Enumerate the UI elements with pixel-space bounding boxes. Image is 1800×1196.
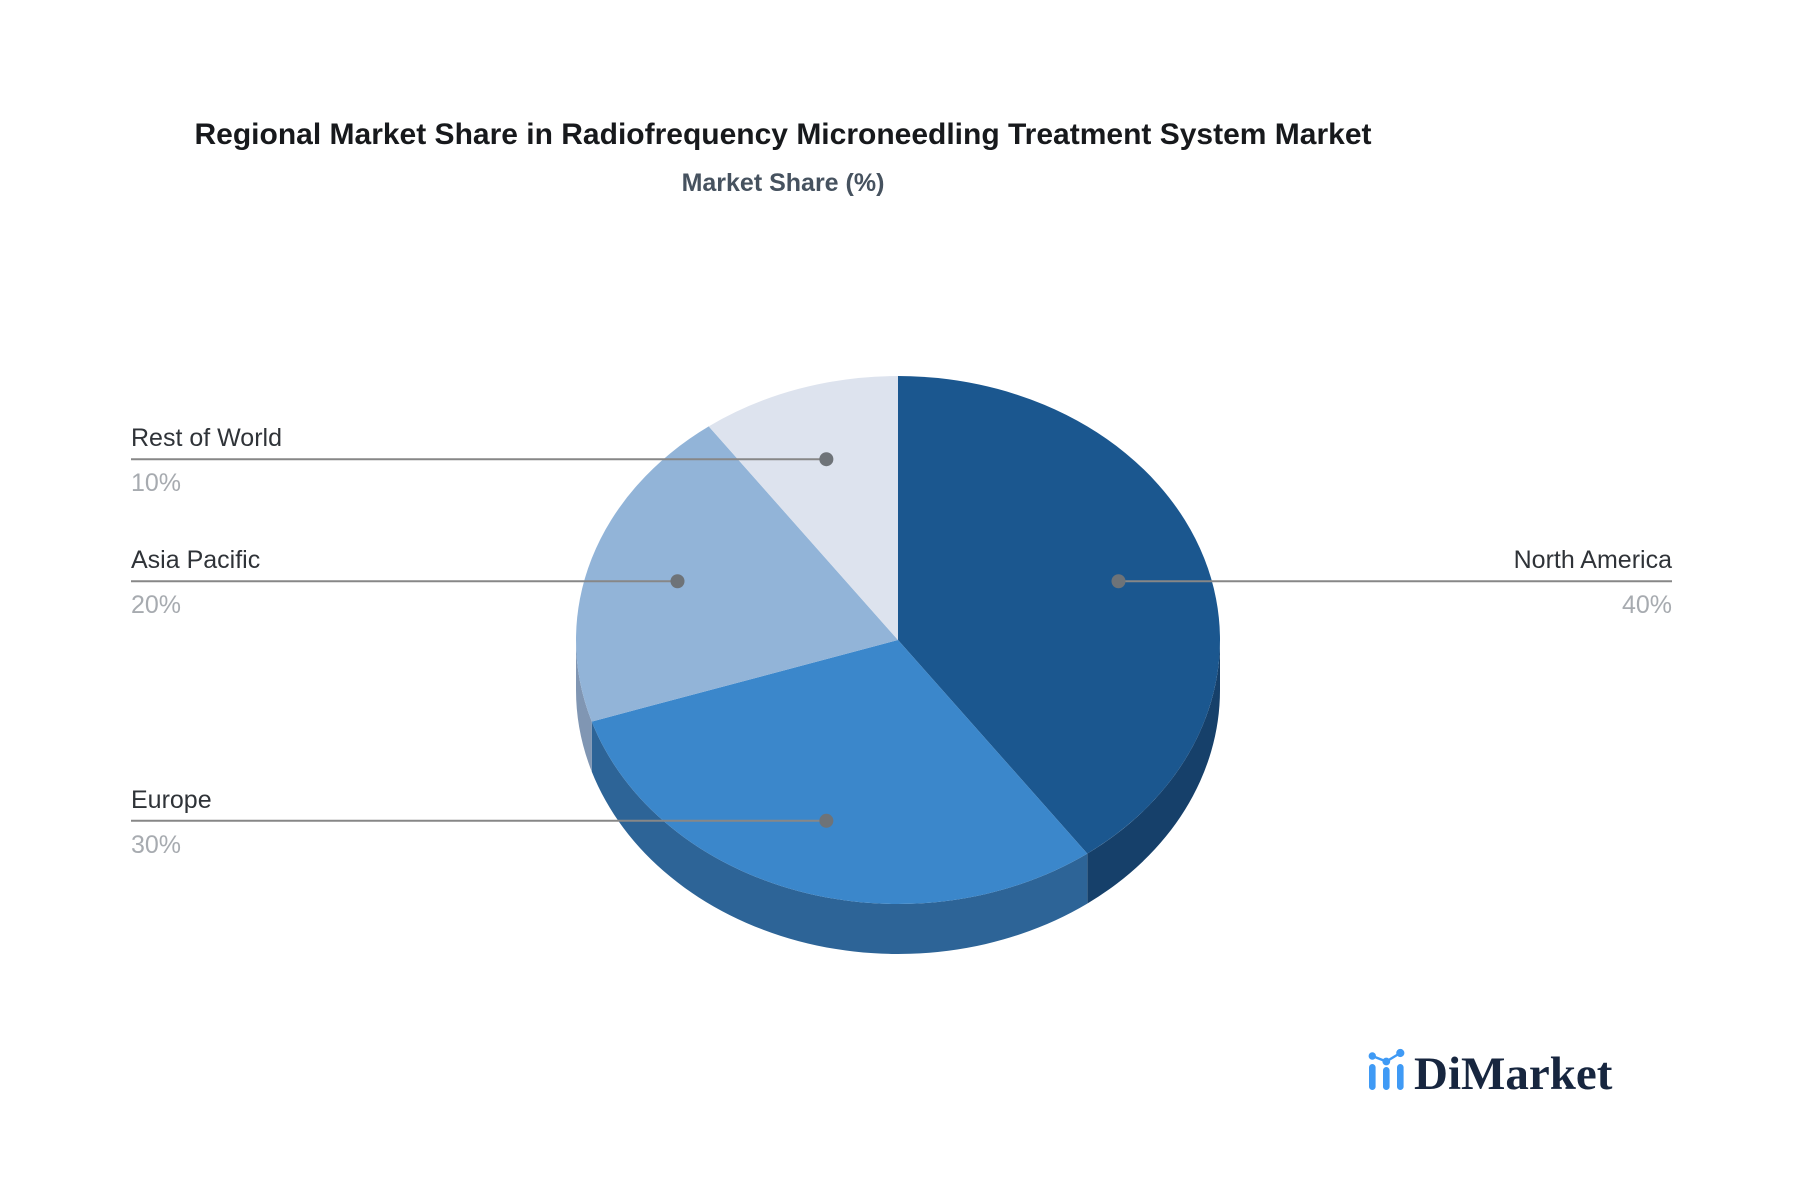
pie-label-pct-europe: 30%: [131, 830, 182, 859]
bar-chart-logo-icon: [1368, 1048, 1405, 1090]
pie-label-pct-asia-pacific: 20%: [131, 591, 182, 620]
pie-slice-rest-of-world[interactable]: [708, 376, 898, 640]
leader-dot-north-america: [1111, 574, 1126, 589]
leader-dot-europe: [819, 813, 834, 828]
chart-title: Regional Market Share in Radiofrequency …: [194, 118, 1372, 151]
leader-dot-asia-pacific: [670, 574, 685, 589]
pie-label-name-europe: Europe: [131, 785, 212, 814]
pie-label-pct-rest-of-world: 10%: [131, 469, 182, 498]
pie-side-asia-pacific: [576, 640, 592, 772]
pie-label-name-rest-of-world: Rest of World: [131, 424, 282, 453]
pie-slice-north-america[interactable]: [898, 376, 1221, 854]
pie-label-pct-north-america: 40%: [1621, 591, 1672, 620]
chart-subtitle: Market Share (%): [681, 169, 885, 197]
pie-side-north-america: [1087, 640, 1220, 904]
pie-side-europe: [591, 721, 1088, 955]
pie-label-name-north-america: North America: [1513, 546, 1672, 575]
brand-wordmark: DiMarket: [1414, 1048, 1613, 1100]
leader-dot-rest-of-world: [819, 452, 834, 467]
pie-slice-europe[interactable]: [591, 640, 1088, 905]
pie-slice-asia-pacific[interactable]: [576, 426, 898, 722]
pie-label-name-asia-pacific: Asia Pacific: [131, 546, 261, 575]
